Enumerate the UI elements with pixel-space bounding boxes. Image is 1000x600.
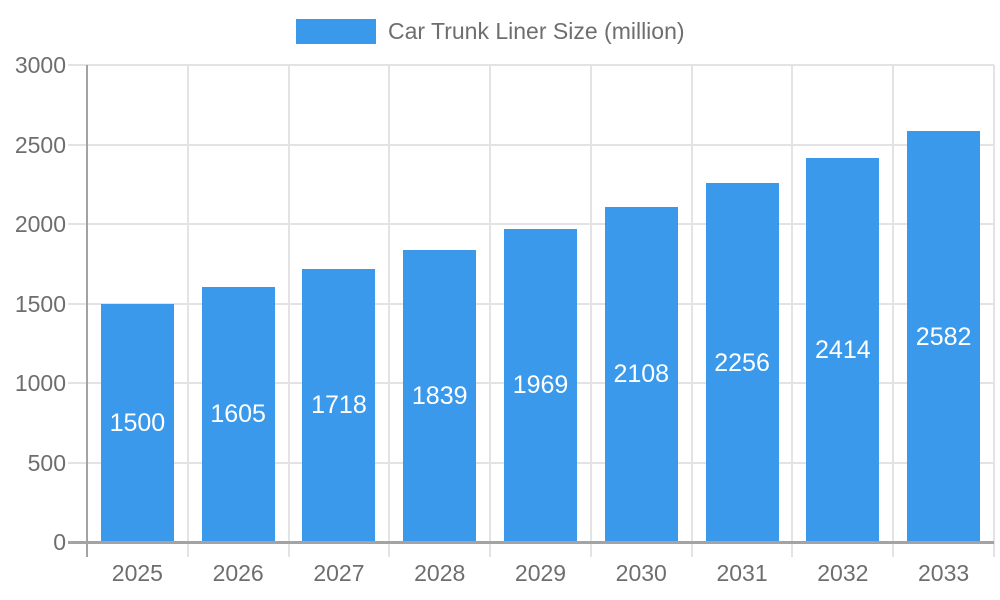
bar[interactable] bbox=[100, 303, 174, 542]
bar-value-label: 2256 bbox=[714, 348, 770, 377]
y-axis-line bbox=[86, 65, 88, 557]
bar-value-label: 1718 bbox=[311, 391, 367, 420]
gridline-horizontal bbox=[68, 143, 994, 146]
x-axis-tick-label: 2026 bbox=[212, 560, 264, 586]
legend-item[interactable]: Car Trunk Liner Size (million) bbox=[296, 19, 685, 44]
y-axis-tick-label: 1500 bbox=[14, 290, 66, 317]
gridline-vertical bbox=[589, 65, 592, 557]
bar-value-label: 2414 bbox=[815, 336, 871, 365]
y-axis-tick-label: 3000 bbox=[14, 52, 66, 78]
gridline-vertical bbox=[287, 65, 290, 557]
gridline-vertical bbox=[993, 65, 995, 557]
bar[interactable] bbox=[604, 206, 678, 542]
gridline-vertical bbox=[489, 65, 492, 557]
bar[interactable] bbox=[504, 228, 577, 542]
y-axis-tick-label: 500 bbox=[27, 449, 66, 476]
bar[interactable] bbox=[907, 131, 981, 542]
bar-value-label: 2582 bbox=[915, 322, 972, 351]
gridline-vertical bbox=[791, 65, 794, 557]
x-axis-line bbox=[68, 541, 994, 544]
gridline-horizontal bbox=[68, 223, 994, 225]
gridline-horizontal bbox=[68, 64, 994, 66]
gridline-vertical bbox=[186, 65, 189, 557]
legend-label: Car Trunk Liner Size (million) bbox=[388, 18, 685, 44]
y-axis-tick-label: 2000 bbox=[14, 211, 66, 237]
x-axis-tick-label: 2028 bbox=[414, 560, 466, 586]
bar-value-label: 1500 bbox=[109, 408, 166, 437]
bar-value-label: 1839 bbox=[411, 381, 468, 410]
x-axis-tick-label: 2029 bbox=[514, 560, 567, 586]
y-axis-tick-label: 2500 bbox=[14, 131, 66, 158]
bar[interactable] bbox=[806, 158, 880, 542]
bar-value-label: 1969 bbox=[512, 371, 569, 400]
bar-value-label: 2108 bbox=[613, 360, 670, 389]
y-axis-tick-label: 0 bbox=[53, 529, 66, 555]
bar[interactable] bbox=[403, 249, 477, 542]
x-axis-tick-label: 2025 bbox=[111, 560, 163, 586]
bar[interactable] bbox=[705, 183, 779, 542]
x-axis-tick-label: 2027 bbox=[313, 560, 365, 586]
x-axis-tick-label: 2031 bbox=[716, 560, 768, 586]
bar[interactable] bbox=[201, 286, 275, 542]
x-axis-tick-label: 2032 bbox=[817, 560, 869, 586]
bar[interactable] bbox=[302, 268, 376, 542]
gridline-vertical bbox=[690, 65, 693, 557]
y-axis-tick-label: 1000 bbox=[14, 370, 66, 396]
gridline-vertical bbox=[892, 65, 895, 557]
gridline-vertical bbox=[388, 65, 391, 557]
x-axis-tick-label: 2033 bbox=[918, 560, 970, 586]
legend-swatch-icon bbox=[296, 19, 376, 44]
x-axis-tick-label: 2030 bbox=[615, 560, 667, 586]
bar-value-label: 1605 bbox=[210, 400, 266, 429]
